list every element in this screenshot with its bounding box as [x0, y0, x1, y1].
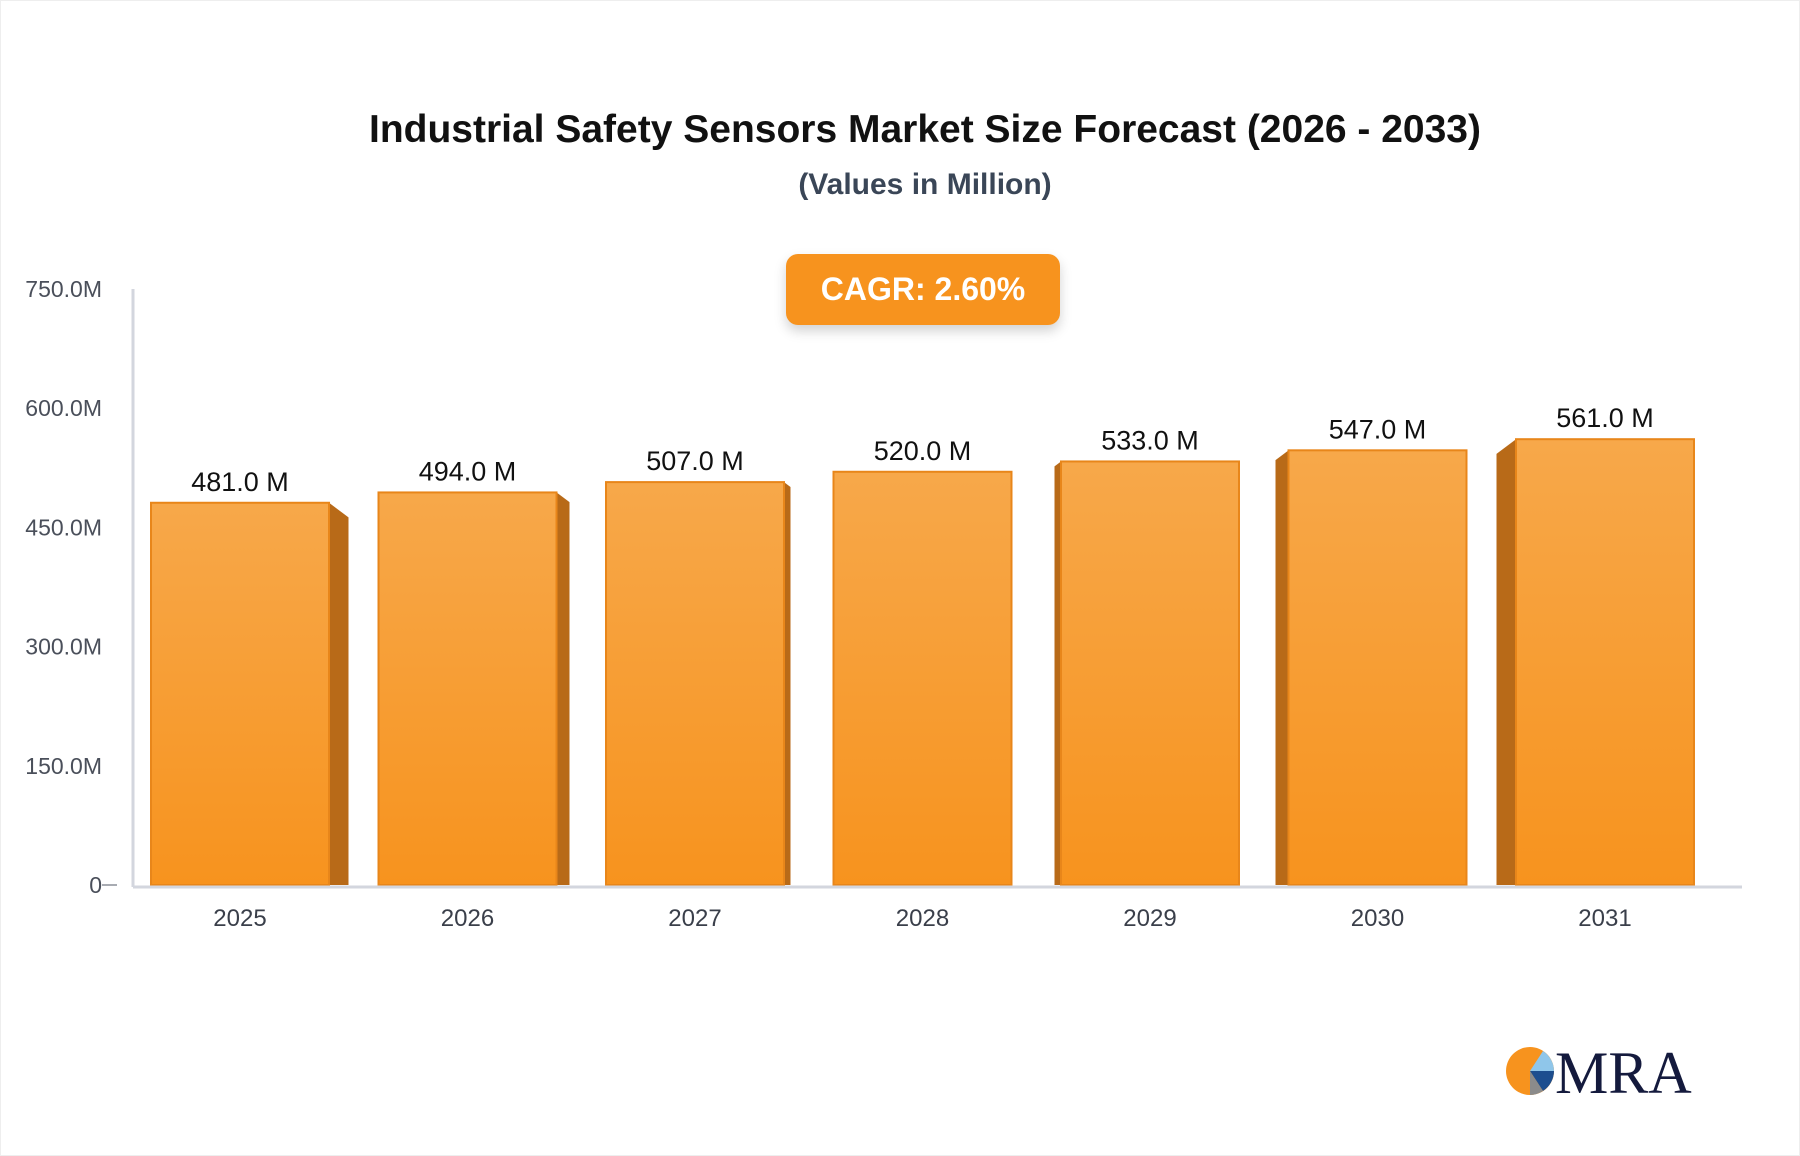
- y-tick-label: 300.0M: [25, 634, 102, 660]
- x-tick-label: 2029: [1123, 905, 1176, 932]
- data-label: 547.0 M: [1329, 414, 1427, 444]
- x-tick-label: 2030: [1351, 905, 1404, 932]
- y-tick-label: 450.0M: [25, 514, 102, 540]
- bar: [377, 491, 558, 886]
- y-tick-label: 0: [89, 872, 102, 898]
- bar: [150, 501, 330, 886]
- y-tick-label: 600.0M: [25, 395, 102, 421]
- chart-title: Industrial Safety Sensors Market Size Fo…: [369, 108, 1481, 151]
- data-label: 520.0 M: [874, 436, 972, 466]
- bar-side: [784, 482, 791, 885]
- chart-subtitle: (Values in Million): [798, 168, 1052, 201]
- cagr-badge: CAGR: 2.60%: [786, 254, 1060, 325]
- x-tick-label: 2026: [441, 905, 494, 932]
- x-tick-label: 2027: [668, 905, 721, 932]
- bar-side: [1496, 439, 1516, 885]
- logo-text: MRA: [1555, 1040, 1692, 1096]
- bar-side: [1054, 461, 1061, 885]
- bar: [1287, 449, 1468, 886]
- bar-side: [329, 502, 349, 885]
- bar: [832, 470, 1013, 886]
- logo-pie-icon: MRA: [1506, 1040, 1692, 1096]
- bar: [1060, 460, 1240, 886]
- bar-side: [1275, 450, 1289, 885]
- data-label: 507.0 M: [646, 446, 744, 476]
- bar-side: [556, 492, 570, 885]
- x-tick-label: 2031: [1578, 905, 1631, 932]
- y-tick-label: 150.0M: [25, 753, 102, 779]
- x-tick-label: 2028: [896, 905, 949, 932]
- bar: [1515, 438, 1695, 886]
- mra-logo: MRA: [1505, 1040, 1695, 1096]
- y-tick-label: 750.0M: [25, 276, 102, 302]
- data-label: 481.0 M: [191, 467, 289, 497]
- data-label: 533.0 M: [1101, 425, 1199, 455]
- data-label: 561.0 M: [1556, 403, 1654, 433]
- x-tick-label: 2025: [213, 905, 266, 932]
- data-label: 494.0 M: [419, 456, 517, 486]
- bar: [605, 481, 785, 886]
